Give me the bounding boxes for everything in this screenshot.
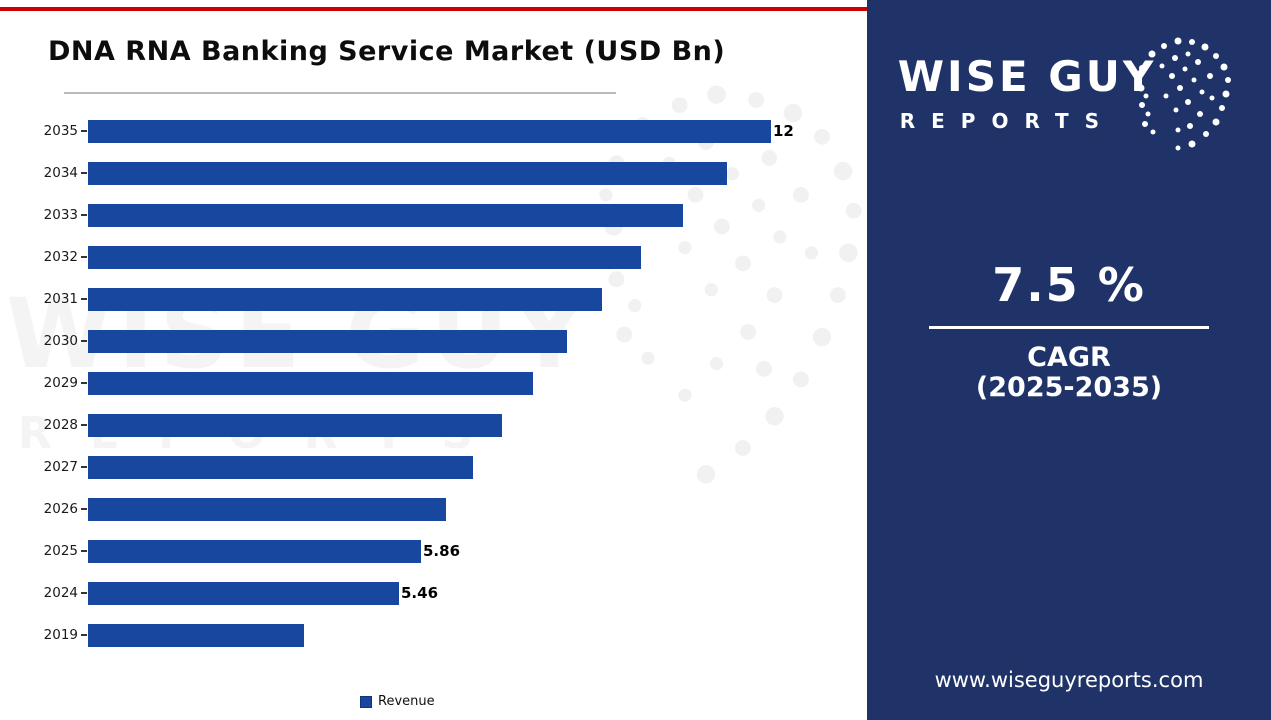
axis-tick [81, 172, 87, 174]
chart-title: DNA RNA Banking Service Market (USD Bn) [48, 36, 726, 67]
y-axis-label: 2032 [43, 249, 78, 265]
axis-tick [81, 466, 87, 468]
chart-row: 2031 [28, 278, 794, 320]
y-axis-label: 2024 [43, 585, 78, 601]
logo-subtitle: REPORTS [899, 109, 1116, 133]
title-underline [64, 92, 616, 94]
brand-panel: WISE GUY REPORTS [867, 0, 1271, 720]
logo-text: WISE GUY REPORTS [898, 52, 1157, 133]
y-axis-label: 2026 [43, 501, 78, 517]
y-axis-label: 2034 [43, 165, 78, 181]
legend-label: Revenue [378, 694, 435, 709]
chart-row: 2029 [28, 362, 794, 404]
bar-chart: 2035 12 2034 2033 2032 2031 2030 2029 2028 2027 20… [28, 110, 794, 656]
axis-tick [81, 382, 87, 384]
y-axis-label: 2035 [43, 123, 78, 139]
legend: Revenue [360, 694, 435, 709]
logo-head-icon [1135, 37, 1232, 151]
y-axis-label: 2030 [43, 333, 78, 349]
chart-panel: DNA RNA Banking Service Market (USD Bn) … [0, 7, 867, 709]
chart-row: 2019 [28, 614, 794, 656]
axis-tick [81, 256, 87, 258]
y-axis-label: 2019 [43, 627, 78, 643]
y-axis-label: 2028 [43, 417, 78, 433]
revenue-bar [88, 581, 399, 605]
revenue-bar [88, 287, 602, 311]
chart-row: 2035 12 [28, 110, 794, 152]
chart-row: 2034 [28, 152, 794, 194]
axis-tick [81, 130, 87, 132]
revenue-bar [88, 539, 421, 563]
website-link[interactable]: www.wiseguyreports.com [934, 668, 1204, 692]
wiseguy-logo: WISE GUY REPORTS [867, 34, 1271, 152]
cagr-value: 7.5 % [992, 258, 1146, 312]
revenue-bar [88, 161, 727, 185]
cagr-label: CAGR [1027, 342, 1111, 373]
revenue-bar [88, 371, 533, 395]
axis-tick [81, 298, 87, 300]
chart-row: 2033 [28, 194, 794, 236]
chart-row: 2024 5.46 [28, 572, 794, 614]
chart-row: 2027 [28, 446, 794, 488]
cagr-divider [929, 326, 1209, 329]
revenue-bar [88, 119, 771, 143]
bar-value-label: 12 [773, 122, 794, 140]
revenue-bar [88, 245, 641, 269]
revenue-bar [88, 623, 304, 647]
y-axis-label: 2031 [43, 291, 78, 307]
axis-tick [81, 550, 87, 552]
axis-tick [81, 340, 87, 342]
chart-row: 2030 [28, 320, 794, 362]
revenue-bar [88, 455, 473, 479]
y-axis-label: 2025 [43, 543, 78, 559]
cagr-range: (2025-2035) [975, 372, 1163, 403]
axis-tick [81, 508, 87, 510]
logo-wordmark: WISE GUY [897, 52, 1157, 101]
bar-value-label: 5.46 [401, 584, 439, 602]
chart-row: 2026 [28, 488, 794, 530]
revenue-bar [88, 329, 567, 353]
y-axis-label: 2029 [43, 375, 78, 391]
legend-swatch [360, 695, 372, 708]
axis-tick [81, 592, 87, 594]
revenue-bar [88, 203, 683, 227]
bar-value-label: 5.86 [423, 542, 461, 560]
axis-tick [81, 634, 87, 636]
y-axis-label: 2033 [43, 207, 78, 223]
revenue-bar [88, 413, 502, 437]
revenue-bar [88, 497, 446, 521]
axis-tick [81, 424, 87, 426]
accent-line [0, 7, 867, 11]
axis-tick [81, 214, 87, 216]
chart-row: 2032 [28, 236, 794, 278]
chart-row: 2028 [28, 404, 794, 446]
y-axis-label: 2027 [43, 459, 78, 475]
chart-row: 2025 5.86 [28, 530, 794, 572]
